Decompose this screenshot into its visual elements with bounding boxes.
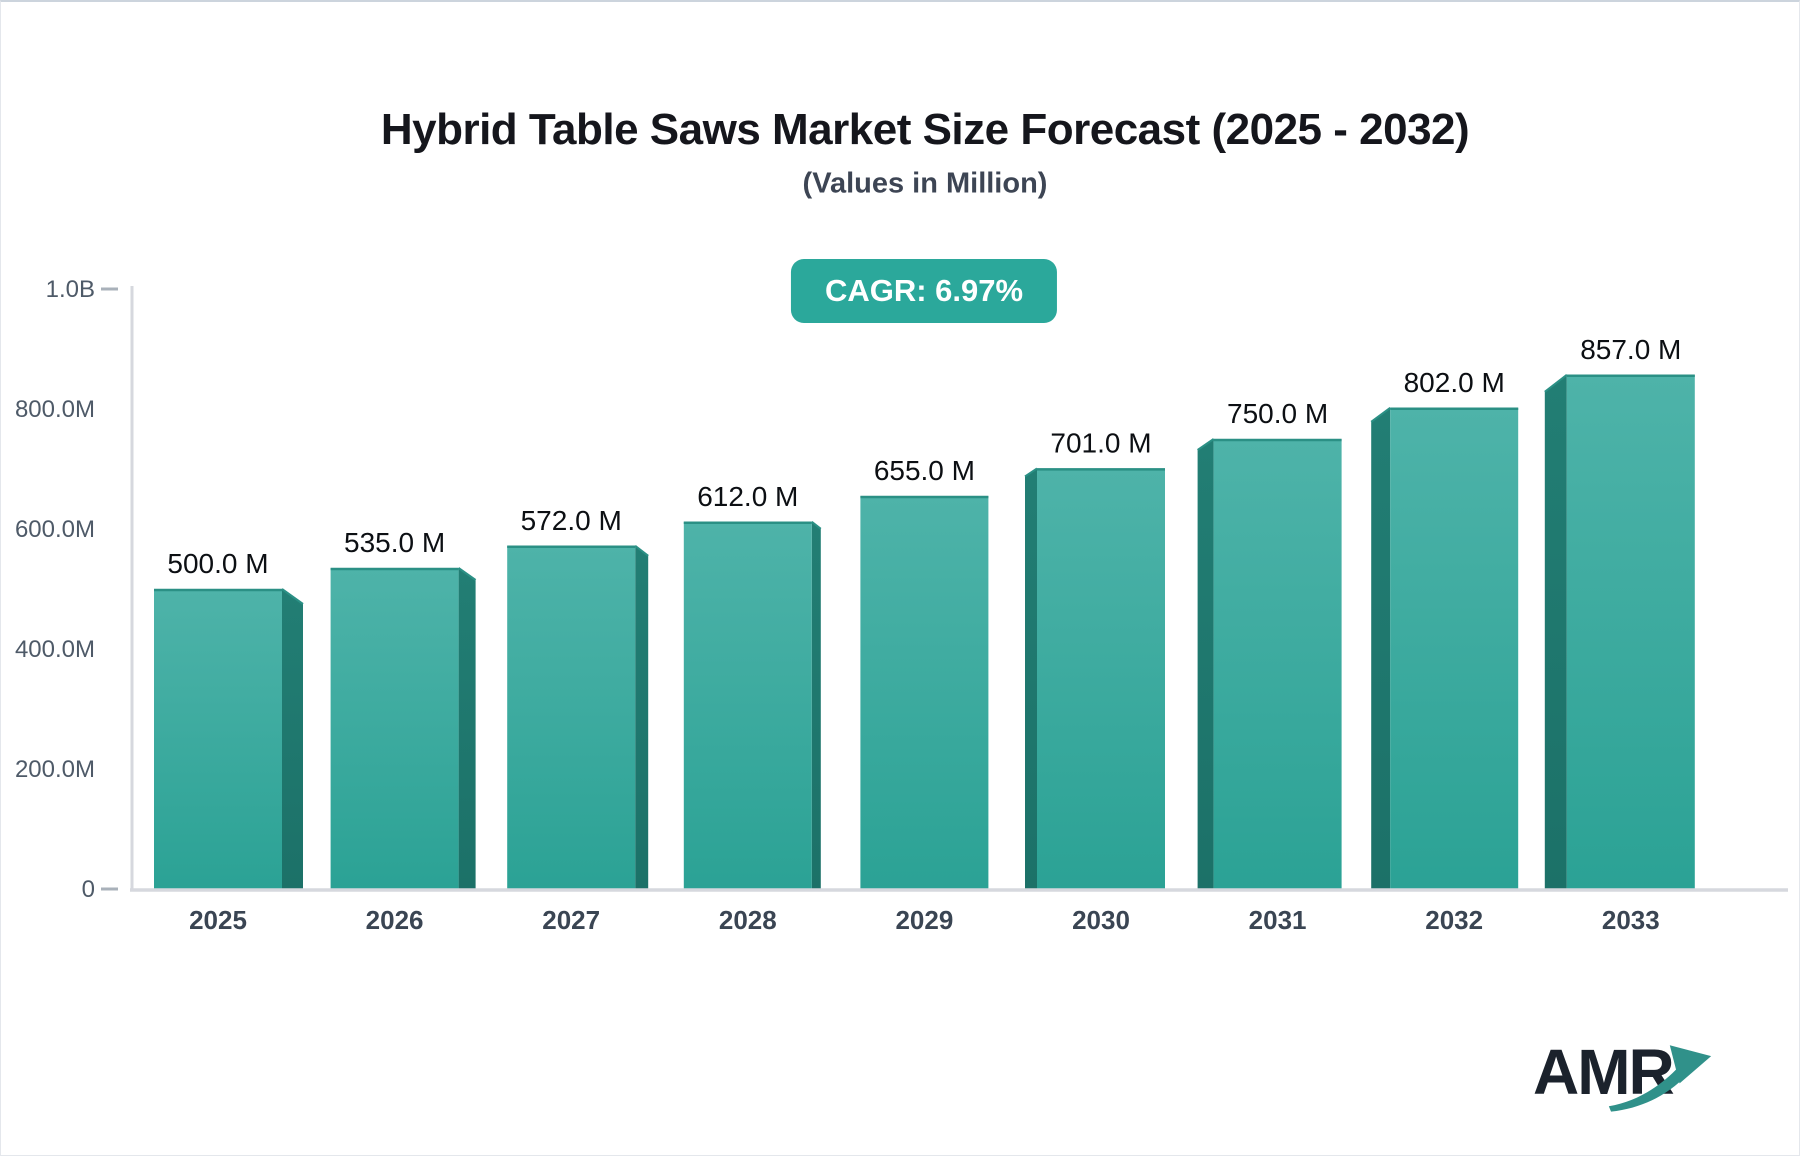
x-axis-label-2030: 2030 bbox=[1072, 905, 1130, 935]
y-axis-label-1.0B: 1.0B bbox=[46, 276, 95, 303]
bar-2027 bbox=[507, 545, 636, 889]
bar-value-label-2032: 802.0 M bbox=[1404, 367, 1505, 398]
bars-layer bbox=[154, 374, 1695, 889]
bar-2032 bbox=[1390, 407, 1519, 889]
bar-2025 bbox=[154, 589, 282, 889]
chart-subtitle: (Values in Million) bbox=[802, 167, 1048, 200]
bar-side-edge-2025 bbox=[281, 588, 304, 605]
x-axis-label-2028: 2028 bbox=[719, 905, 777, 935]
y-axis-label-600.0M: 600.0M bbox=[15, 516, 95, 543]
bar-side-2030 bbox=[1025, 468, 1037, 889]
x-axis-label-2032: 2032 bbox=[1425, 905, 1483, 935]
bar-side-2026 bbox=[458, 568, 476, 889]
y-axis-label-400.0M: 400.0M bbox=[15, 636, 95, 663]
bar-side-edge-2031 bbox=[1197, 438, 1215, 451]
x-axis-label-2026: 2026 bbox=[366, 905, 424, 935]
bar-2030 bbox=[1037, 468, 1165, 889]
cagr-badge: CAGR: 6.97% bbox=[790, 259, 1058, 323]
y-axis-label-0: 0 bbox=[82, 876, 95, 903]
bar-2029 bbox=[860, 496, 989, 889]
bar-2031 bbox=[1213, 439, 1342, 889]
bar-side-edge-2026 bbox=[458, 567, 477, 581]
bar-value-label-2029: 655.0 M bbox=[874, 455, 975, 486]
y-axis-label-800.0M: 800.0M bbox=[15, 396, 95, 423]
x-axis-label-2025: 2025 bbox=[189, 905, 247, 935]
bar-2028 bbox=[683, 521, 812, 889]
x-axis-label-2031: 2031 bbox=[1249, 905, 1307, 935]
growth-arrow-icon bbox=[1608, 1045, 1712, 1112]
x-axis-label-2029: 2029 bbox=[895, 905, 953, 935]
bar-side-edge-2032 bbox=[1370, 406, 1391, 423]
bar-side-2025 bbox=[282, 589, 303, 889]
bar-side-2033 bbox=[1544, 374, 1567, 889]
bar-side-2027 bbox=[635, 545, 649, 889]
bar-2033 bbox=[1566, 374, 1695, 889]
bar-side-2028 bbox=[811, 521, 821, 889]
chart-title: Hybrid Table Saws Market Size Forecast (… bbox=[380, 105, 1470, 154]
axes-layer bbox=[101, 286, 1788, 892]
bar-side-edge-2027 bbox=[634, 545, 649, 557]
bar-value-label-2025: 500.0 M bbox=[167, 548, 268, 579]
bar-value-label-2028: 612.0 M bbox=[697, 481, 798, 512]
bar-value-label-2027: 572.0 M bbox=[521, 505, 622, 536]
bar-2026 bbox=[330, 568, 459, 889]
y-axis-label-200.0M: 200.0M bbox=[15, 756, 95, 783]
axis-labels-layer: 500.0 M 2025 535.0 M 2026 572.0 M 2027 612.0 M… bbox=[15, 276, 1681, 935]
x-axis-label-2033: 2033 bbox=[1602, 905, 1660, 935]
bar-side-2032 bbox=[1371, 407, 1391, 889]
x-axis-label-2027: 2027 bbox=[542, 905, 600, 935]
bar-value-label-2026: 535.0 M bbox=[344, 527, 445, 558]
bar-value-label-2030: 701.0 M bbox=[1050, 427, 1151, 458]
bar-side-edge-2030 bbox=[1024, 467, 1038, 478]
bar-value-label-2031: 750.0 M bbox=[1227, 398, 1328, 429]
bar-side-2031 bbox=[1197, 439, 1214, 889]
amr-logo: AMR bbox=[1533, 1040, 1733, 1130]
bar-side-edge-2028 bbox=[811, 521, 822, 530]
bar-side-edge-2033 bbox=[1544, 374, 1568, 393]
bar-value-label-2033: 857.0 M bbox=[1580, 334, 1681, 365]
